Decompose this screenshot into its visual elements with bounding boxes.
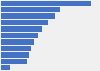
Bar	[1, 0, 91, 6]
Bar	[1, 46, 31, 51]
Bar	[1, 59, 27, 64]
Bar	[1, 13, 55, 19]
Bar	[1, 7, 60, 12]
Bar	[1, 39, 34, 45]
Bar	[1, 33, 38, 38]
Bar	[1, 26, 42, 32]
Bar	[1, 52, 29, 58]
Bar	[1, 65, 10, 71]
Bar	[1, 20, 48, 25]
